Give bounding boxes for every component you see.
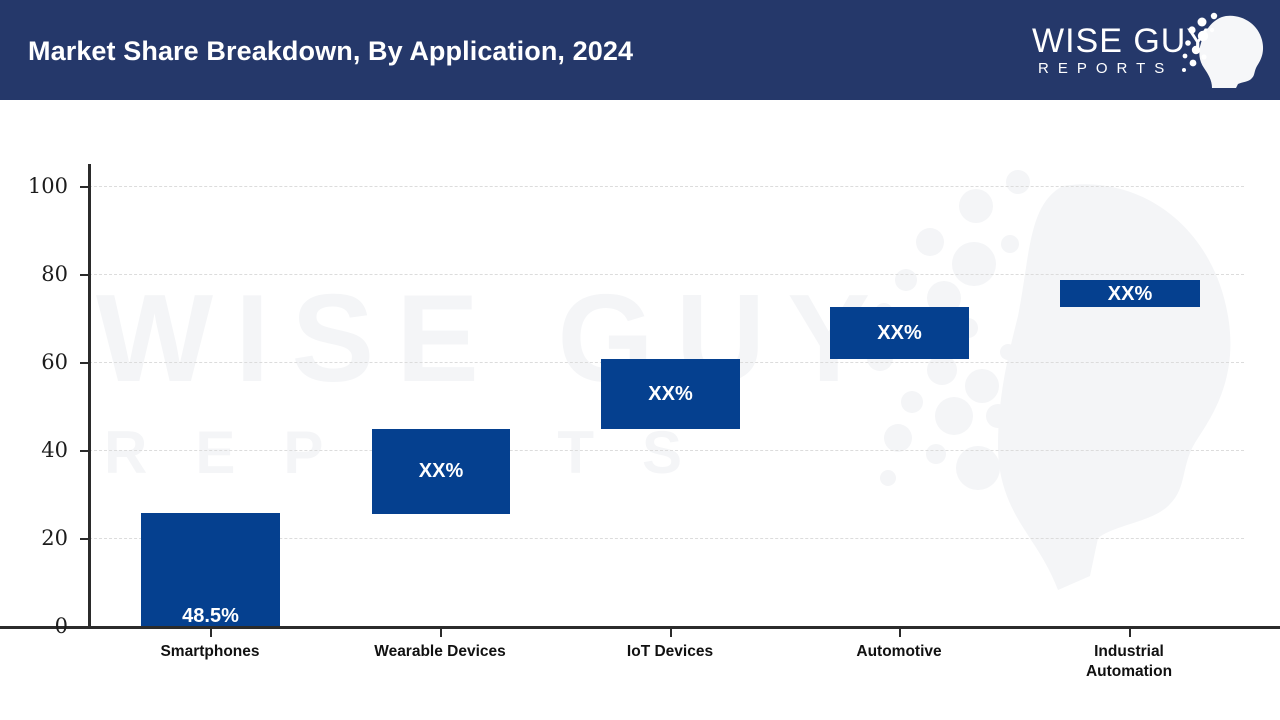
- x-tick-iot-devices: [670, 627, 672, 637]
- gridline-40: [89, 450, 1244, 451]
- bar-wearable-devices[interactable]: XX%: [372, 429, 510, 514]
- x-tick-automotive: [899, 627, 901, 637]
- y-tick-80: [80, 274, 89, 276]
- y-tick-0: [80, 626, 89, 628]
- y-axis-label-80: 80: [41, 262, 68, 286]
- brand-logo: WISE GUY REPORTS: [1022, 8, 1274, 92]
- x-axis-label-industrial-automation: Industrial Automation: [1019, 642, 1239, 682]
- bar-label-wearable-devices: XX%: [418, 460, 464, 482]
- logo-primary-text: WISE GUY: [1032, 22, 1211, 60]
- plot-area: 100 80 60 40 20 0 48.5% XX% XX% XX%: [0, 100, 1280, 720]
- y-axis-label-40: 40: [41, 438, 68, 462]
- x-axis-label-industrial-automation-line1: Industrial: [1094, 643, 1164, 660]
- y-tick-40: [80, 450, 89, 452]
- x-axis-line: [0, 626, 1280, 629]
- y-axis-label-0: 0: [54, 614, 68, 638]
- y-tick-60: [80, 362, 89, 364]
- y-tick-20: [80, 538, 89, 540]
- y-axis-line: [88, 164, 91, 628]
- bar-label-smartphones: 48.5%: [182, 605, 239, 627]
- logo-secondary-text: REPORTS: [1038, 60, 1174, 77]
- x-axis-label-automotive: Automotive: [856, 643, 942, 660]
- head-profile-dots-icon: [1182, 12, 1264, 88]
- gridline-20: [89, 538, 1244, 539]
- x-tick-industrial-automation: [1129, 627, 1131, 637]
- x-tick-smartphones: [210, 627, 212, 637]
- bar-industrial-automation[interactable]: XX%: [1060, 280, 1200, 307]
- x-axis-label-wearable-devices: Wearable Devices: [374, 643, 506, 660]
- bar-label-iot-devices: XX%: [648, 383, 693, 405]
- page-header: Market Share Breakdown, By Application, …: [0, 0, 1280, 100]
- bar-label-industrial-automation: XX%: [1107, 283, 1153, 305]
- y-axis-label-20: 20: [41, 526, 68, 550]
- page-title: Market Share Breakdown, By Application, …: [28, 36, 634, 66]
- chart-canvas: WISE GUY REPORTS: [0, 100, 1280, 720]
- bar-automotive[interactable]: XX%: [830, 307, 969, 359]
- bar-iot-devices[interactable]: XX%: [601, 359, 740, 429]
- gridline-80: [89, 274, 1244, 275]
- x-tick-wearable-devices: [440, 627, 442, 637]
- gridline-100: [89, 186, 1244, 187]
- x-axis-label-smartphones: Smartphones: [160, 643, 260, 660]
- x-axis-label-iot-devices: IoT Devices: [626, 643, 714, 660]
- y-axis-label-60: 60: [41, 350, 68, 374]
- y-tick-100: [80, 186, 89, 188]
- bar-smartphones[interactable]: 48.5%: [141, 513, 280, 627]
- y-axis-label-100: 100: [27, 174, 68, 198]
- x-axis-label-industrial-automation-line2: Automation: [1085, 663, 1173, 680]
- bar-label-automotive: XX%: [877, 322, 922, 344]
